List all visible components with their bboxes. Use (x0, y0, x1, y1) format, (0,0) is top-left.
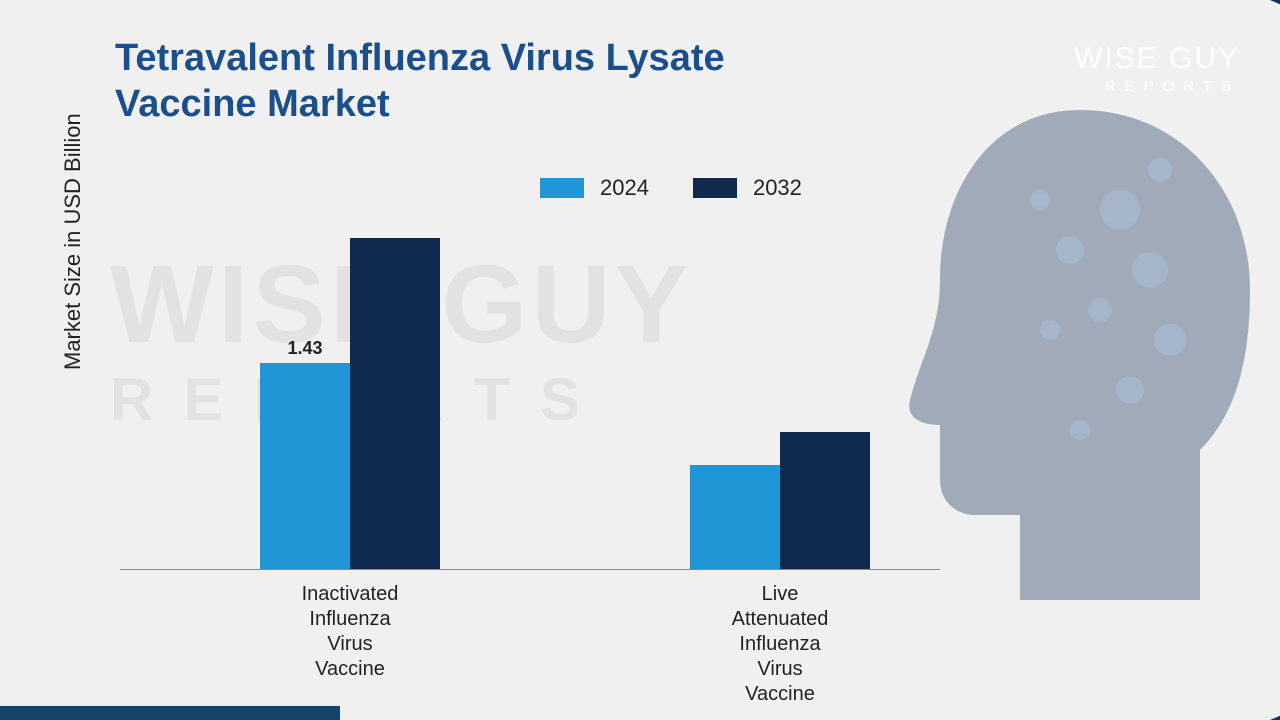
legend-item-2024: 2024 (540, 175, 649, 201)
bar-value-label: 1.43 (260, 338, 350, 359)
legend-swatch-2032 (693, 178, 737, 198)
legend-label-2032: 2032 (753, 175, 802, 201)
plot-area: 1.43 (120, 210, 940, 570)
legend: 2024 2032 (540, 175, 802, 201)
category-label: InactivatedInfluenzaVirusVaccine (250, 582, 450, 682)
canvas: WISE GUY REPORTS WISE GUY REPORTS Tetrav… (0, 0, 1280, 720)
legend-item-2032: 2032 (693, 175, 802, 201)
bar-2032 (350, 238, 440, 569)
head-silhouette-icon (900, 100, 1260, 620)
bar-2024 (690, 465, 780, 569)
chart-title: Tetravalent Influenza Virus Lysate Vacci… (115, 36, 855, 127)
bar-2024 (260, 363, 350, 569)
y-axis-label: Market Size in USD Billion (60, 113, 86, 370)
legend-label-2024: 2024 (600, 175, 649, 201)
x-axis-line (120, 569, 940, 570)
category-label: LiveAttenuatedInfluenzaVirusVaccine (680, 582, 880, 707)
brand-logo: WISE GUY REPORTS (1074, 42, 1240, 95)
bar-2032 (780, 432, 870, 569)
footer-accent-bar (0, 706, 340, 720)
brand-line2: REPORTS (1074, 78, 1240, 95)
legend-swatch-2024 (540, 178, 584, 198)
brand-line1: WISE GUY (1074, 42, 1240, 76)
